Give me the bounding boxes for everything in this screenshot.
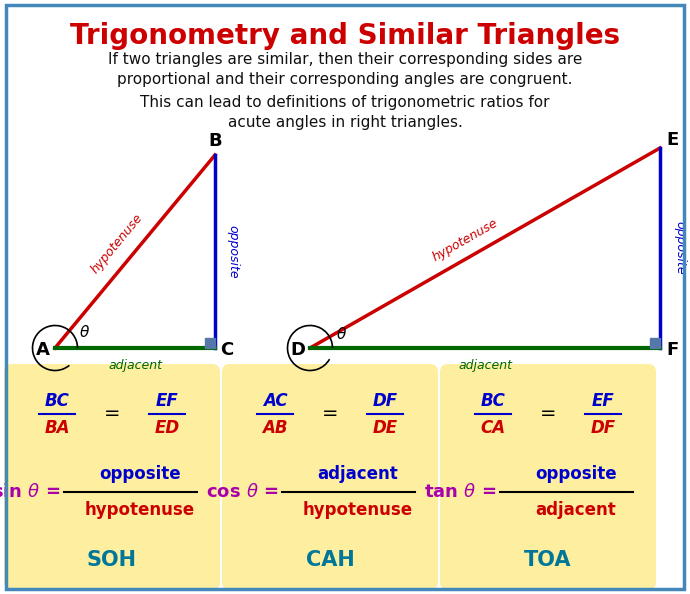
Text: CA: CA (480, 419, 506, 437)
Text: $\theta$: $\theta$ (79, 324, 90, 340)
Text: sin $\theta$ =: sin $\theta$ = (0, 483, 60, 501)
Text: AB: AB (262, 419, 288, 437)
Text: AC: AC (263, 392, 287, 410)
Text: BA: BA (44, 419, 70, 437)
Text: opposite: opposite (673, 221, 687, 275)
Text: adjacent: adjacent (458, 359, 512, 372)
Text: tan $\theta$ =: tan $\theta$ = (424, 483, 496, 501)
FancyBboxPatch shape (440, 364, 656, 590)
Text: SOH: SOH (87, 550, 137, 570)
Text: hypotenuse: hypotenuse (85, 501, 195, 519)
Text: hypotenuse: hypotenuse (303, 501, 413, 519)
Text: If two triangles are similar, then their corresponding sides are: If two triangles are similar, then their… (108, 52, 582, 67)
Text: DE: DE (373, 419, 397, 437)
Text: adjacent: adjacent (535, 501, 616, 519)
Text: B: B (208, 132, 221, 150)
Text: F: F (666, 341, 678, 359)
Text: proportional and their corresponding angles are congruent.: proportional and their corresponding ang… (117, 72, 573, 87)
Text: EF: EF (591, 392, 614, 410)
Text: =: = (540, 405, 556, 424)
Text: BC: BC (480, 392, 506, 410)
Text: DF: DF (373, 392, 397, 410)
Text: ED: ED (155, 419, 179, 437)
FancyBboxPatch shape (222, 364, 438, 590)
Text: opposite: opposite (99, 465, 181, 483)
Text: $\theta$: $\theta$ (337, 326, 348, 342)
Text: opposite: opposite (535, 465, 617, 483)
Text: hypotenuse: hypotenuse (430, 216, 500, 264)
Text: DF: DF (591, 419, 615, 437)
Text: adjacent: adjacent (108, 359, 162, 372)
Polygon shape (650, 338, 660, 348)
Polygon shape (205, 338, 215, 348)
Text: E: E (666, 131, 678, 149)
Text: cos $\theta$ =: cos $\theta$ = (206, 483, 278, 501)
Text: CAH: CAH (306, 550, 355, 570)
Text: A: A (36, 341, 50, 359)
Text: C: C (220, 341, 234, 359)
Text: adjacent: adjacent (317, 465, 398, 483)
Text: BC: BC (45, 392, 70, 410)
Text: This can lead to definitions of trigonometric ratios for: This can lead to definitions of trigonom… (140, 95, 550, 110)
Text: acute angles in right triangles.: acute angles in right triangles. (228, 115, 462, 130)
Text: Trigonometry and Similar Triangles: Trigonometry and Similar Triangles (70, 22, 620, 50)
Text: EF: EF (156, 392, 179, 410)
Text: hypotenuse: hypotenuse (88, 211, 146, 276)
Text: opposite: opposite (226, 225, 239, 279)
FancyBboxPatch shape (4, 364, 220, 590)
Text: TOA: TOA (524, 550, 572, 570)
Text: D: D (290, 341, 306, 359)
Text: =: = (104, 405, 120, 424)
Text: =: = (322, 405, 338, 424)
